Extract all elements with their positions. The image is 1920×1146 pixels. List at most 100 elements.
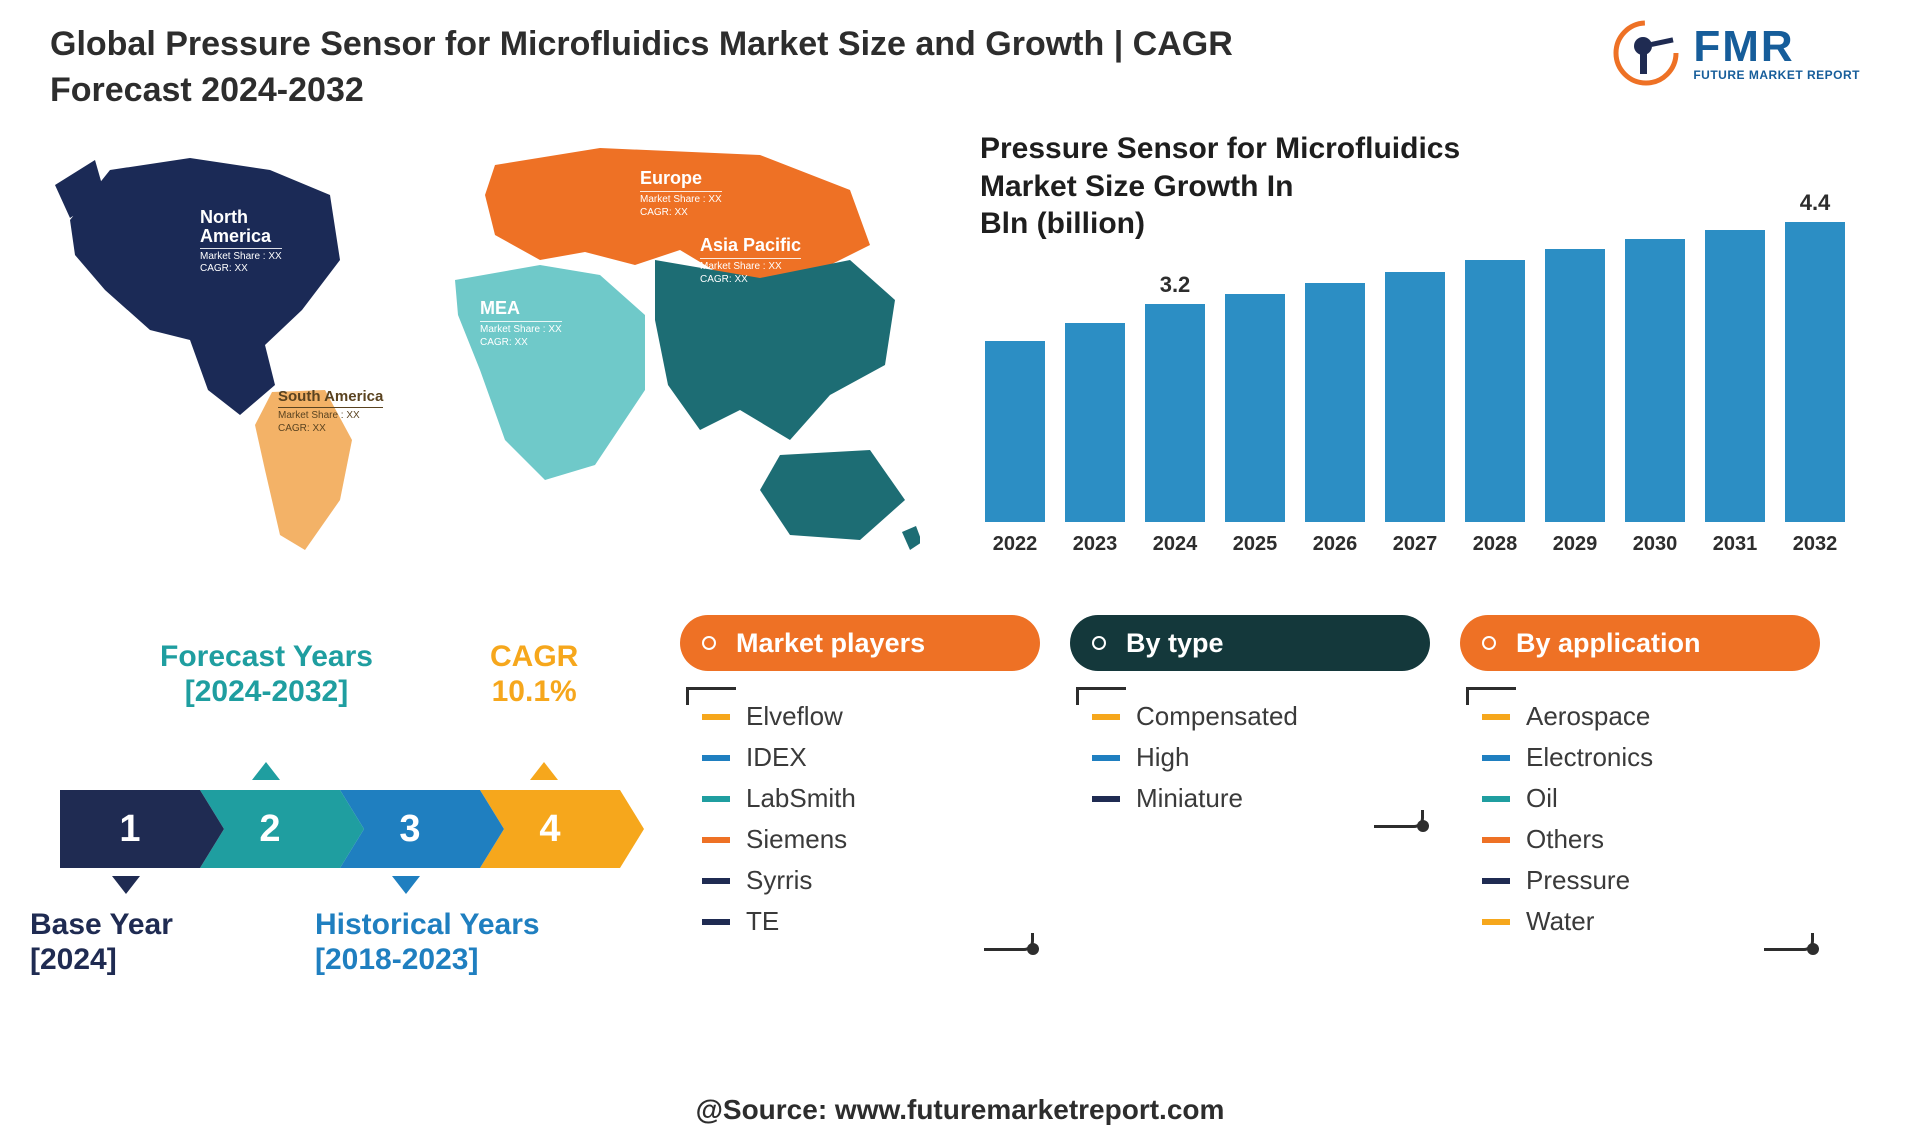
title-line2: Forecast 2024-2032 bbox=[50, 71, 364, 109]
bar-2028: 2028 bbox=[1460, 228, 1530, 522]
logo-main: FMR bbox=[1693, 25, 1860, 69]
item-label: Water bbox=[1526, 906, 1594, 937]
tick-icon bbox=[702, 750, 730, 766]
bar-year-label: 2032 bbox=[1780, 533, 1850, 556]
timeline-infographic: Forecast Years [2024-2032] CAGR 10.1% 12… bbox=[30, 640, 630, 1000]
item-label: LabSmith bbox=[746, 783, 856, 814]
list-type: CompensatedHighMiniature bbox=[1070, 701, 1430, 814]
bar-2023: 2023 bbox=[1060, 291, 1130, 522]
forecast-label: Forecast Years bbox=[160, 640, 373, 673]
bar-year-label: 2031 bbox=[1700, 533, 1770, 556]
label-asia-pacific: Asia Pacific Market Share : XX CAGR: XX bbox=[700, 235, 801, 286]
ap-name: Asia Pacific bbox=[700, 235, 801, 256]
ap-cagr: CAGR: XX bbox=[700, 274, 801, 287]
pill-dot-icon bbox=[702, 636, 716, 650]
list-item: High bbox=[1092, 742, 1430, 773]
bar-2029: 2029 bbox=[1540, 217, 1610, 522]
timeline-bar: 1234 bbox=[60, 790, 620, 868]
segment-application: By applicationAerospaceElectronicsOilOth… bbox=[1460, 615, 1820, 947]
hist-value: [2018-2023] bbox=[315, 943, 478, 976]
list-item: Others bbox=[1482, 824, 1820, 855]
bar-rect bbox=[1625, 239, 1685, 522]
pill-title: Market players bbox=[736, 628, 925, 659]
bracket-bot bbox=[1764, 933, 1814, 951]
item-label: Siemens bbox=[746, 824, 847, 855]
page-title: Global Pressure Sensor for Microfluidics… bbox=[50, 22, 1233, 114]
bar-2032: 4.42032 bbox=[1780, 190, 1850, 522]
tick-icon bbox=[1482, 709, 1510, 725]
sa-share: Market Share : XX bbox=[278, 410, 383, 423]
source-attribution: @Source: www.futuremarketreport.com bbox=[696, 1094, 1225, 1126]
arrow-up-cagr bbox=[530, 762, 558, 780]
title-line1: Global Pressure Sensor for Microfluidics… bbox=[50, 25, 1233, 63]
list-item: Syrris bbox=[702, 865, 1040, 896]
bar-year-label: 2026 bbox=[1300, 533, 1370, 556]
label-mea: MEA Market Share : XX CAGR: XX bbox=[480, 298, 562, 349]
bar-rect bbox=[985, 341, 1045, 522]
base-label: Base Year bbox=[30, 908, 173, 941]
list-item: Pressure bbox=[1482, 865, 1820, 896]
pill-title: By application bbox=[1516, 628, 1701, 659]
list-item: Compensated bbox=[1092, 701, 1430, 732]
bracket-top bbox=[686, 687, 736, 705]
list-item: Oil bbox=[1482, 783, 1820, 814]
item-label: Syrris bbox=[746, 865, 812, 896]
bar-year-label: 2027 bbox=[1380, 533, 1450, 556]
market-size-bar-chart: Pressure Sensor for Microfluidics Market… bbox=[980, 130, 1860, 560]
tick-icon bbox=[1482, 873, 1510, 889]
list-item: Siemens bbox=[702, 824, 1040, 855]
label-south-america: South America Market Share : XX CAGR: XX bbox=[278, 388, 383, 435]
region-na-shape bbox=[55, 158, 340, 415]
item-label: Aerospace bbox=[1526, 701, 1650, 732]
sa-name: South America bbox=[278, 388, 383, 405]
arrow-down-base bbox=[112, 876, 140, 894]
bar-2022: 2022 bbox=[980, 309, 1050, 522]
bar-rect bbox=[1705, 230, 1765, 522]
forecast-years-label: Forecast Years [2024-2032] bbox=[160, 640, 373, 709]
bar-rect bbox=[1305, 283, 1365, 522]
item-label: Compensated bbox=[1136, 701, 1298, 732]
bar-year-label: 2029 bbox=[1540, 533, 1610, 556]
fmr-logo-text: FMR FUTURE MARKET REPORT bbox=[1693, 25, 1860, 81]
item-label: TE bbox=[746, 906, 779, 937]
arrow-up-forecast bbox=[252, 762, 280, 780]
list-application: AerospaceElectronicsOilOthersPressureWat… bbox=[1460, 701, 1820, 937]
bracket-top bbox=[1466, 687, 1516, 705]
bracket-bot bbox=[984, 933, 1034, 951]
segment-players: Market playersElveflowIDEXLabSmithSiemen… bbox=[680, 615, 1040, 947]
pill-dot-icon bbox=[1092, 636, 1106, 650]
mea-name: MEA bbox=[480, 298, 562, 319]
base-year-label: Base Year [2024] bbox=[30, 908, 173, 977]
tick-icon bbox=[702, 791, 730, 807]
region-ap-aus bbox=[760, 450, 905, 540]
bar-2024: 3.22024 bbox=[1140, 272, 1210, 522]
sa-cagr: CAGR: XX bbox=[278, 423, 383, 436]
bar-2025: 2025 bbox=[1220, 262, 1290, 522]
mea-share: Market Share : XX bbox=[480, 324, 562, 337]
eu-share: Market Share : XX bbox=[640, 194, 722, 207]
bar-rect bbox=[1145, 304, 1205, 522]
hist-label: Historical Years bbox=[315, 908, 540, 941]
na-share: Market Share : XX bbox=[200, 251, 282, 264]
tick-icon bbox=[702, 709, 730, 725]
region-ap-nz bbox=[902, 526, 920, 550]
chart-title-l1: Pressure Sensor for Microfluidics bbox=[980, 132, 1460, 165]
fmr-logo-icon bbox=[1611, 18, 1681, 88]
pill-type: By type bbox=[1070, 615, 1430, 671]
chart-bars: 202220233.220242025202620272028202920302… bbox=[980, 192, 1860, 522]
bar-year-label: 2025 bbox=[1220, 533, 1290, 556]
bar-value-label: 4.4 bbox=[1800, 190, 1831, 216]
tick-icon bbox=[1482, 914, 1510, 930]
bar-rect bbox=[1785, 222, 1845, 522]
pill-application: By application bbox=[1460, 615, 1820, 671]
label-europe: Europe Market Share : XX CAGR: XX bbox=[640, 168, 722, 219]
tick-icon bbox=[1482, 791, 1510, 807]
bar-value-label: 3.2 bbox=[1160, 272, 1191, 298]
cagr-text: CAGR bbox=[490, 640, 578, 673]
eu-name: Europe bbox=[640, 168, 722, 189]
bar-year-label: 2024 bbox=[1140, 533, 1210, 556]
bar-rect bbox=[1465, 260, 1525, 522]
tick-icon bbox=[702, 832, 730, 848]
bar-2031: 2031 bbox=[1700, 198, 1770, 522]
logo-sub: FUTURE MARKET REPORT bbox=[1693, 69, 1860, 81]
